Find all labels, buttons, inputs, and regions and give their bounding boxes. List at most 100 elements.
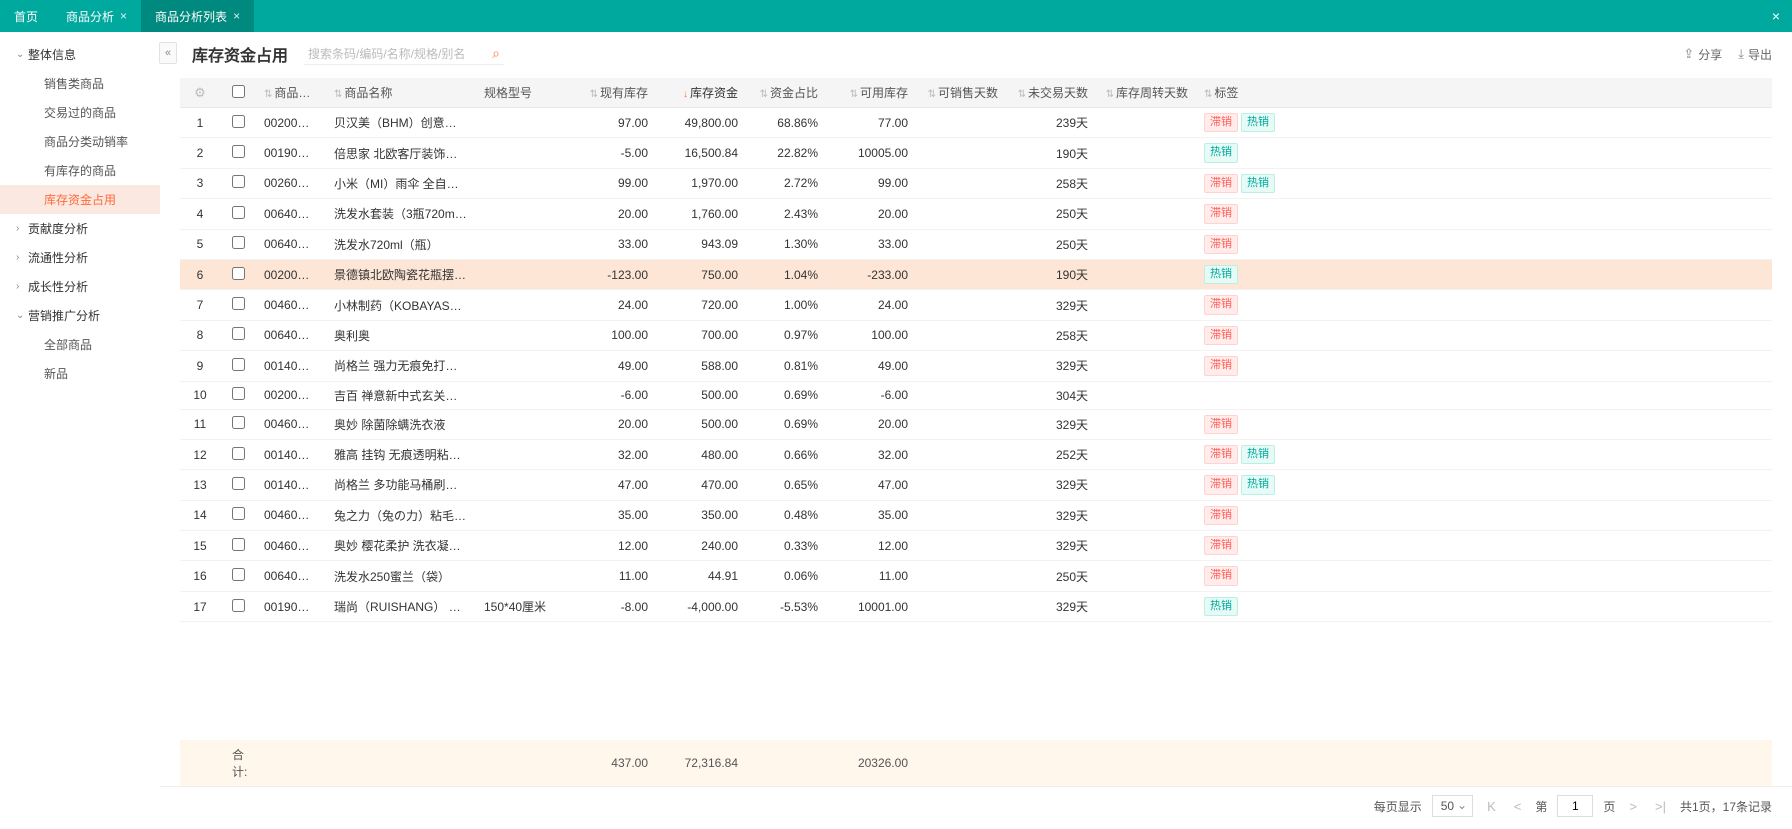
page-unit: 页 [1603,798,1615,815]
col-name[interactable]: 商品名称 [326,78,476,108]
sidebar-item[interactable]: 商品分类动销率 [0,127,160,156]
row-checkbox[interactable] [232,358,245,371]
search-icon[interactable]: ⌕ [492,45,500,62]
table-row[interactable]: 1400460…兔之力（兔の力）粘毛器粘35.00350.000.48%35.0… [180,500,1772,530]
tag-badge: 热销 [1241,174,1275,193]
row-checkbox[interactable] [232,297,245,310]
chevron-down-icon: ⌄ [16,49,28,60]
table-row[interactable]: 300260…小米（MI）雨伞 全自动折叠99.001,970.002.72%9… [180,168,1772,198]
table-row[interactable]: 1000200…吉百 禅意新中式玄关摆件客-6.00500.000.69%-6.… [180,381,1772,409]
totals-row: 合计:437.0072,316.8420326.00 [180,740,1772,786]
page-size-select[interactable]: 50 [1432,795,1473,817]
tag-badge: 滞销 [1204,204,1238,223]
table-row[interactable]: 1100460…奥妙 除菌除螨洗衣液20.00500.000.69%20.003… [180,409,1772,439]
row-checkbox[interactable] [232,599,245,612]
tag-badge: 热销 [1241,475,1275,494]
col-spec: 规格型号 [476,78,566,108]
table-row[interactable]: 200190…倍思家 北欧客厅装饰画卧室-5.0016,500.8422.82%… [180,138,1772,168]
sidebar-group-3[interactable]: ›成长性分析 [0,272,160,301]
tag-badge: 滞销 [1204,295,1238,314]
share-button[interactable]: ⇪ 分享 [1683,46,1722,63]
tab-1[interactable]: 商品分析× [52,0,141,32]
sidebar-group-1[interactable]: ›贡献度分析 [0,214,160,243]
export-button[interactable]: ⤓ 导出 [1738,46,1772,63]
next-page-button[interactable]: > [1625,799,1641,814]
col-ntdays[interactable]: 未交易天数 [1006,78,1096,108]
select-all-checkbox[interactable] [232,85,245,98]
row-checkbox[interactable] [232,236,245,249]
sidebar-item[interactable]: 交易过的商品 [0,98,160,127]
last-page-button[interactable]: >| [1651,799,1670,814]
col-fund[interactable]: 库存资金 [656,78,746,108]
table-row[interactable]: 1500460…奥妙 樱花柔护 洗衣凝珠 1012.00240.000.33%1… [180,531,1772,561]
table-row[interactable]: 1600640…洗发水250蜜兰（袋）11.0044.910.06%11.002… [180,561,1772,591]
collapse-sidebar-button[interactable]: « [159,42,177,64]
table-row[interactable]: 400640…洗发水套装（3瓶720ml+1…20.001,760.002.43… [180,199,1772,229]
sidebar-item[interactable]: 库存资金占用 [0,185,160,214]
tag-badge: 滞销 [1204,326,1238,345]
tag-badge: 热销 [1204,597,1238,616]
table-row[interactable]: 1200140…雅高 挂钩 无痕透明粘钩 强32.00480.000.66%32… [180,439,1772,469]
page-number-input[interactable] [1557,795,1593,817]
sidebar-item[interactable]: 全部商品 [0,330,160,359]
close-panel-button[interactable]: × [1760,0,1792,32]
row-checkbox[interactable] [232,416,245,429]
row-checkbox[interactable] [232,568,245,581]
table-row[interactable]: 100200…贝汉美（BHM）创意北欧…97.0049,800.0068.86%… [180,108,1772,138]
tag-badge: 滞销 [1204,475,1238,494]
tag-badge: 热销 [1204,265,1238,284]
sidebar-group-4[interactable]: ⌄营销推广分析 [0,301,160,330]
sidebar: ⌄整体信息销售类商品交易过的商品商品分类动销率有库存的商品库存资金占用›贡献度分… [0,32,160,829]
gear-icon[interactable]: ⚙ [194,85,206,100]
table-row[interactable]: 600200…景德镇北欧陶瓷花瓶摆件 仿…-123.00750.001.04%-… [180,259,1772,289]
col-chk [220,78,256,108]
col-pct[interactable]: 资金占比 [746,78,826,108]
sidebar-item[interactable]: 新品 [0,359,160,388]
page-title: 库存资金占用 [192,42,288,66]
tag-badge: 滞销 [1204,506,1238,525]
tab-0[interactable]: 首页 [0,0,52,32]
table-row[interactable]: 800640…奥利奥100.00700.000.97%100.00258天滞销 [180,320,1772,350]
table-row[interactable]: 1300140…尚格兰 多功能马桶刷套装 卫47.00470.000.65%47… [180,470,1772,500]
table-row[interactable]: 700460…小林制药（KOBAYASHI）日24.00720.001.00%2… [180,290,1772,320]
row-checkbox[interactable] [232,175,245,188]
tag-badge: 热销 [1241,113,1275,132]
row-checkbox[interactable] [232,387,245,400]
prev-page-button[interactable]: < [1510,799,1526,814]
col-code[interactable]: 商品… [256,78,326,108]
row-checkbox[interactable] [232,267,245,280]
sidebar-group-0[interactable]: ⌄整体信息 [0,40,160,69]
search-input[interactable] [308,47,492,61]
sidebar-item[interactable]: 有库存的商品 [0,156,160,185]
col-turn[interactable]: 库存周转天数 [1096,78,1196,108]
toolbar: 库存资金占用 ⌕ ⇪ 分享 ⤓ 导出 [160,32,1792,78]
row-checkbox[interactable] [232,447,245,460]
chevron-down-icon: ⌄ [16,310,28,321]
tag-badge: 滞销 [1204,566,1238,585]
row-checkbox[interactable] [232,327,245,340]
tab-close-icon[interactable]: × [233,10,240,22]
tag-badge: 滞销 [1204,113,1238,132]
tag-badge: 热销 [1204,143,1238,162]
col-sdays[interactable]: 可销售天数 [916,78,1006,108]
row-checkbox[interactable] [232,477,245,490]
tab-2[interactable]: 商品分析列表× [141,0,254,32]
row-checkbox[interactable] [232,538,245,551]
tag-badge: 滞销 [1204,415,1238,434]
row-checkbox[interactable] [232,145,245,158]
col-avail[interactable]: 可用库存 [826,78,916,108]
sidebar-group-2[interactable]: ›流通性分析 [0,243,160,272]
first-page-button[interactable]: K [1483,799,1500,814]
row-checkbox[interactable] [232,115,245,128]
sidebar-item[interactable]: 销售类商品 [0,69,160,98]
table-row[interactable]: 1700190…瑞尚（RUISHANG） 卧室…150*40厘米-8.00-4,… [180,591,1772,621]
col-tags[interactable]: 标签 [1196,78,1316,108]
row-checkbox[interactable] [232,206,245,219]
table-header-row: ⚙ 商品…商品名称规格型号现有库存库存资金资金占比可用库存可销售天数未交易天数库存… [180,78,1772,108]
table-row[interactable]: 500640…洗发水720ml（瓶）33.00943.091.30%33.002… [180,229,1772,259]
tag-badge: 滞销 [1204,356,1238,375]
col-stock[interactable]: 现有库存 [566,78,656,108]
tab-close-icon[interactable]: × [120,10,127,22]
row-checkbox[interactable] [232,507,245,520]
table-row[interactable]: 900140…尚格兰 强力无痕免打孔浴室49.00588.000.81%49.0… [180,351,1772,381]
